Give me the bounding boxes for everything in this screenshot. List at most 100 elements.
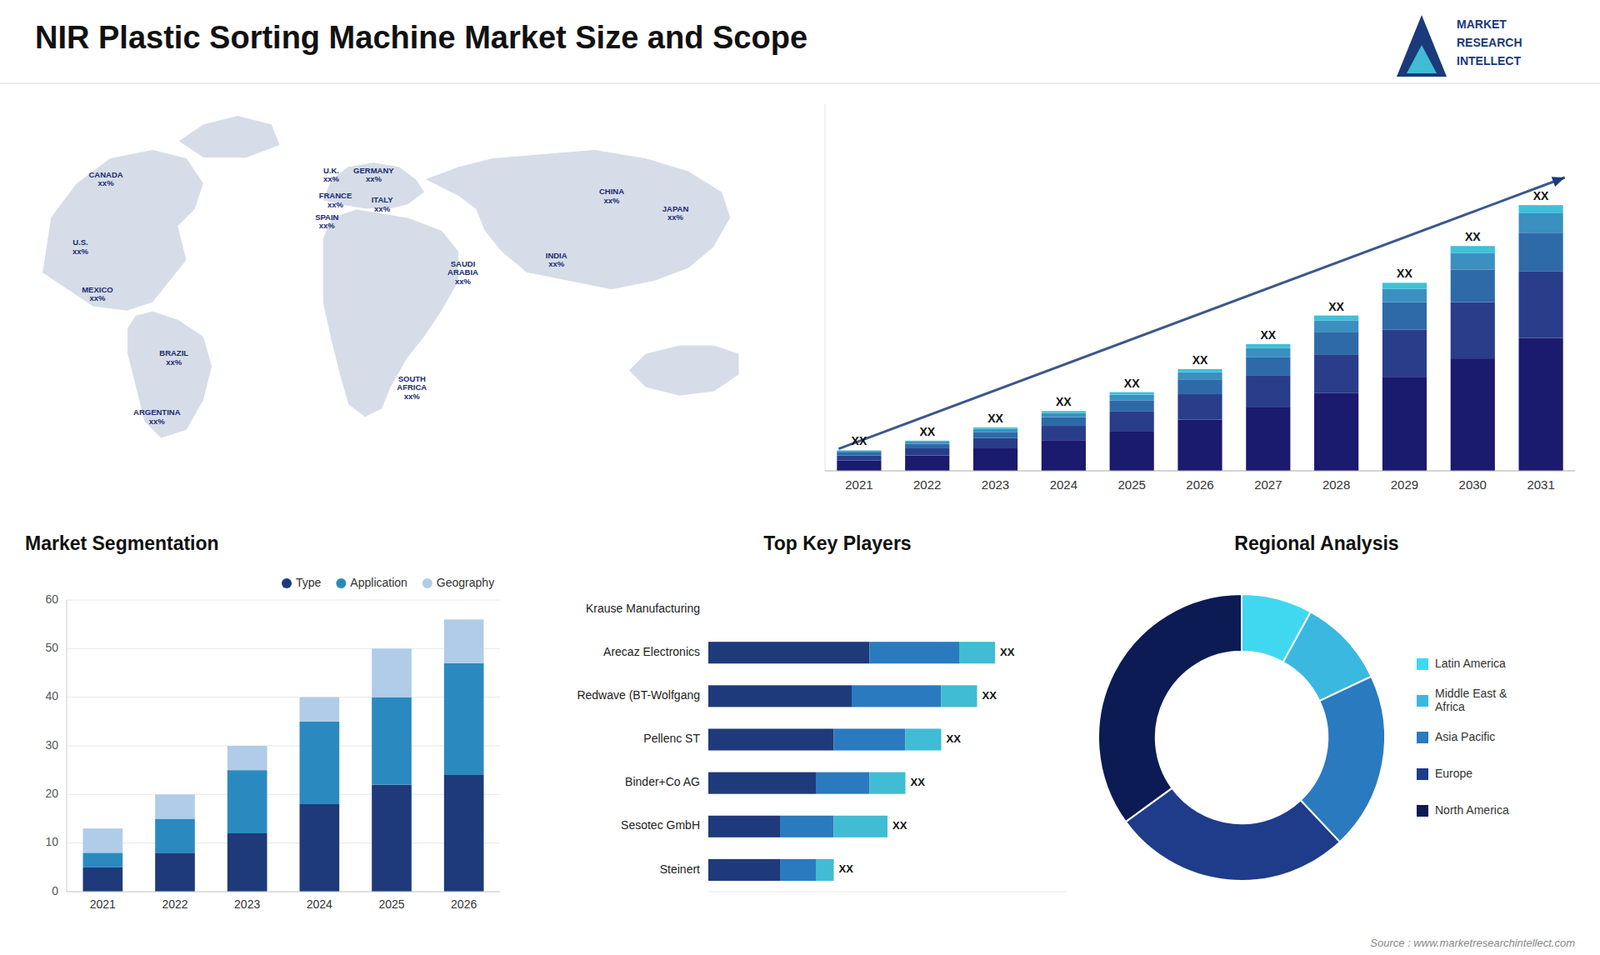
legend-label-line: Middle East & — [1435, 686, 1508, 700]
legend-label: Geography — [436, 575, 495, 590]
x-tick-label: 2027 — [1254, 477, 1282, 492]
bar-segment — [905, 728, 942, 750]
bar-segment — [1110, 430, 1155, 471]
bar-segment — [444, 663, 485, 775]
map-label: U.K.xx% — [323, 165, 340, 184]
x-tick-label: 2026 — [1185, 477, 1214, 492]
map-label: BRAZILxx% — [159, 348, 189, 367]
chart-title: Market Segmentation — [25, 532, 220, 555]
bar-segment — [1177, 369, 1222, 373]
bar-segment — [815, 772, 870, 795]
bar-segment — [1382, 330, 1427, 377]
x-tick-label: 2025 — [1117, 477, 1145, 492]
bar-annotation: XX — [892, 819, 908, 832]
legend-swatch — [1416, 695, 1429, 707]
bar-segment — [300, 804, 340, 892]
legend-swatch — [281, 578, 292, 589]
map-label-line: xx% — [667, 212, 685, 222]
map-label-line: FRANCE — [319, 190, 353, 200]
bar-segment — [941, 685, 978, 707]
bar-segment — [1177, 394, 1222, 420]
bar-segment — [836, 452, 881, 456]
legend-swatch — [1416, 731, 1429, 744]
y-tick-label: Arecaz Electronics — [603, 645, 700, 659]
bars — [708, 641, 995, 881]
map-label: ITALYxx% — [371, 195, 395, 214]
bar-segment — [708, 728, 835, 750]
bar-segment — [836, 455, 881, 461]
bar-segment — [1110, 395, 1155, 401]
bar-annotation: XX — [919, 425, 935, 439]
grid-line — [66, 648, 500, 650]
bar-segment — [1382, 289, 1427, 303]
bar-annotation: XX — [1396, 266, 1413, 280]
y-axis-line — [66, 600, 68, 892]
continent — [178, 115, 280, 159]
map-label-line: xx% — [98, 178, 115, 188]
y-tick-label: 10 — [45, 835, 59, 849]
x-axis-line — [708, 891, 1067, 893]
players-chart: Top Key PlayersKrause ManufacturingAreca… — [576, 532, 1067, 892]
map-label-line: xx% — [603, 195, 620, 205]
x-tick-label: 2031 — [1526, 477, 1555, 492]
logo-text: MARKET — [1456, 17, 1507, 31]
y-tick-label: Redwave (BT-Wolfgang — [576, 688, 700, 702]
continent — [322, 162, 425, 210]
map-label: U.S.xx% — [72, 237, 90, 256]
bar-segment — [905, 444, 950, 450]
continent — [42, 149, 205, 311]
page: NIR Plastic Sorting Machine Market Size … — [0, 0, 1600, 955]
bar-segment — [905, 448, 950, 456]
bar-annotation: XX — [1260, 328, 1276, 342]
y-tick-label: Sesotec GmbH — [620, 818, 700, 832]
bar-segment — [815, 859, 835, 881]
bar-segment — [851, 685, 942, 707]
map-label-line: U.K. — [323, 165, 340, 175]
bar-segment — [1110, 392, 1155, 395]
trend-arrow-head — [1551, 176, 1565, 187]
continent — [425, 149, 731, 290]
bar-segment — [959, 641, 995, 664]
background — [0, 0, 1600, 955]
x-tick-label: 2025 — [378, 897, 405, 911]
bar-segment — [780, 815, 835, 838]
logo: MARKETRESEARCHINTELLECT — [1396, 15, 1523, 77]
legend: Latin AmericaMiddle East &AfricaAsia Pac… — [1416, 656, 1510, 817]
y-tick-label: 30 — [45, 738, 59, 752]
bar-segment — [1519, 213, 1564, 233]
map-label-line: ITALY — [371, 195, 395, 205]
map-label-line: ARGENTINA — [133, 407, 181, 417]
bar-segment — [1519, 232, 1564, 272]
chart-title: Regional Analysis — [1234, 532, 1399, 555]
x-tick-label: 2021 — [90, 897, 116, 911]
x-tick-label: 2026 — [450, 897, 477, 911]
bar-segment — [836, 450, 881, 452]
map-label-line: AFRICA — [396, 382, 427, 392]
source-text: Source : www.marketresearchintellect.com — [1370, 936, 1575, 950]
map-label-line: SPAIN — [315, 211, 339, 221]
x-tick-label: 2023 — [981, 477, 1010, 492]
bar-annotation: XX — [851, 434, 868, 448]
bar-segment — [444, 619, 485, 664]
map-label-line: BRAZIL — [159, 348, 189, 358]
bar-annotation: XX — [910, 775, 926, 789]
grid-line — [66, 794, 500, 795]
map-label: CANADAxx% — [89, 169, 124, 188]
bar-segment — [1041, 417, 1086, 426]
bar-segment — [836, 450, 881, 453]
bar-segment — [1041, 440, 1086, 471]
y-tick-label: Krause Manufacturing — [585, 601, 700, 615]
logo-outer — [1396, 15, 1447, 77]
bar-segment — [1450, 253, 1495, 270]
bar-segment — [1110, 411, 1155, 431]
bar-annotation: XX — [987, 411, 1004, 425]
bar-segment — [1314, 354, 1359, 394]
map-label-line: SOUTH — [398, 373, 426, 383]
bar-segment — [1382, 282, 1427, 289]
regional-chart: Regional Analysis Latin AmericaMiddle Eas… — [1098, 532, 1510, 881]
bar-segment — [227, 745, 268, 770]
grid-line — [66, 745, 500, 747]
legend-swatch — [1416, 805, 1429, 817]
bar-segment — [708, 815, 780, 838]
legend-swatch — [1416, 768, 1429, 780]
